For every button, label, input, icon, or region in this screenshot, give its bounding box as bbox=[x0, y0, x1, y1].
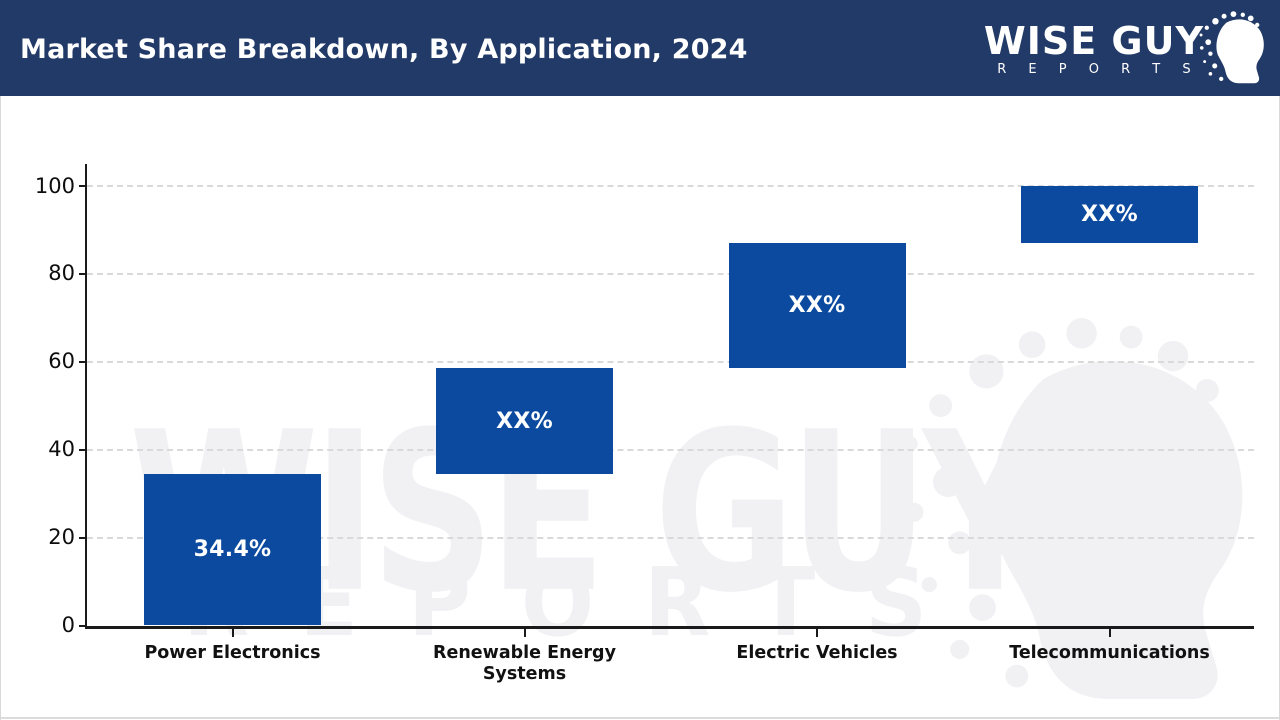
x-tick-0 bbox=[231, 628, 234, 637]
chart-title: Market Share Breakdown, By Application, … bbox=[20, 34, 748, 65]
bar-3: XX% bbox=[1021, 186, 1198, 244]
chart-canvas: WISE GUY REPORTS 0 20 40 60 80 100 34.4% Power … bbox=[0, 96, 1280, 720]
logo-text: WISE GUY R E P O R T S bbox=[984, 21, 1204, 77]
gridline-60 bbox=[87, 360, 1254, 363]
bar-0: 34.4% bbox=[144, 474, 321, 626]
bottom-border-line bbox=[1, 717, 1280, 719]
y-tick-label-60: 60 bbox=[48, 349, 75, 374]
gridline-40 bbox=[87, 448, 1254, 451]
y-tick-20 bbox=[79, 536, 87, 539]
y-tick-100 bbox=[79, 185, 87, 187]
y-tick-label-0: 0 bbox=[61, 613, 75, 637]
gridline-20 bbox=[87, 536, 1254, 539]
x-category-label-0: Power Electronics bbox=[144, 642, 321, 663]
dotted-head-icon bbox=[1199, 11, 1264, 84]
y-axis-line bbox=[85, 164, 87, 628]
x-category-label-3: Telecommunications bbox=[1009, 642, 1210, 663]
logo-wordmark: WISE GUY bbox=[983, 19, 1204, 63]
bar-2: XX% bbox=[728, 243, 906, 368]
watermark-head-icon bbox=[902, 318, 1243, 699]
bar-value-label: XX% bbox=[788, 293, 846, 319]
y-tick-label-40: 40 bbox=[48, 437, 75, 462]
bar-value-label: XX% bbox=[1081, 202, 1138, 228]
x-category-label-2: Electric Vehicles bbox=[736, 642, 898, 663]
bar-1: XX% bbox=[436, 367, 613, 475]
gridline-80 bbox=[87, 272, 1254, 275]
y-tick-40 bbox=[79, 448, 87, 451]
y-tick-label-100: 100 bbox=[34, 173, 75, 198]
y-tick-label-20: 20 bbox=[48, 525, 75, 550]
header-band: Market Share Breakdown, By Application, … bbox=[0, 0, 1280, 96]
x-tick-3 bbox=[1108, 628, 1111, 637]
x-tick-2 bbox=[816, 628, 818, 637]
wise-guy-reports-logo: WISE GUY R E P O R T S bbox=[984, 8, 1268, 90]
y-tick-label-80: 80 bbox=[48, 261, 75, 286]
x-category-label-1: Renewable Energy Systems bbox=[433, 642, 616, 684]
x-axis-line bbox=[85, 625, 1254, 629]
bar-value-label: XX% bbox=[496, 408, 553, 434]
gridline-100 bbox=[87, 185, 1254, 187]
y-tick-0 bbox=[79, 624, 87, 627]
logo-subtext: R E P O R T S bbox=[997, 62, 1200, 77]
y-tick-80 bbox=[79, 272, 87, 275]
x-tick-1 bbox=[523, 628, 526, 637]
y-tick-60 bbox=[79, 360, 87, 363]
bar-value-label: 34.4% bbox=[193, 537, 272, 563]
